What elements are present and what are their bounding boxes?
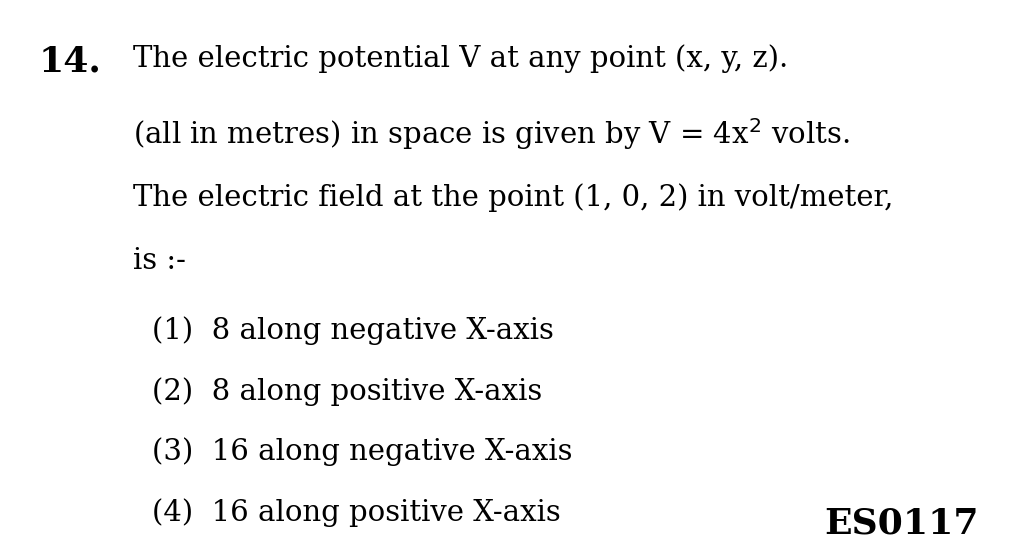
Text: (4)  16 along positive X-axis: (4) 16 along positive X-axis — [152, 499, 560, 527]
Text: The electric field at the point (1, 0, 2) in volt/meter,: The electric field at the point (1, 0, 2… — [133, 183, 894, 212]
Text: ES0117: ES0117 — [824, 506, 978, 540]
Text: 14.: 14. — [39, 44, 101, 78]
Text: (1)  8 along negative X-axis: (1) 8 along negative X-axis — [152, 316, 553, 345]
Text: (3)  16 along negative X-axis: (3) 16 along negative X-axis — [152, 438, 572, 466]
Text: (2)  8 along positive X-axis: (2) 8 along positive X-axis — [152, 377, 542, 406]
Text: is :-: is :- — [133, 247, 186, 275]
Text: The electric potential V at any point (x, y, z).: The electric potential V at any point (x… — [133, 44, 788, 73]
Text: (all in metres) in space is given by V = 4x$^{2}$ volts.: (all in metres) in space is given by V =… — [133, 116, 850, 152]
